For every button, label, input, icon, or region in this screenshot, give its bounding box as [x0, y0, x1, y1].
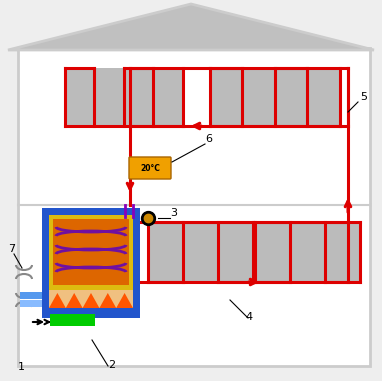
Text: 20°C: 20°C [140, 163, 160, 173]
Text: 1: 1 [18, 362, 25, 372]
Bar [20, 300, 42, 307]
Polygon shape [99, 293, 116, 308]
Text: 4: 4 [245, 312, 252, 322]
Polygon shape [66, 293, 83, 308]
Polygon shape [116, 293, 133, 308]
Text: 6: 6 [205, 134, 212, 144]
Polygon shape [49, 293, 66, 308]
Polygon shape [83, 293, 99, 308]
Bar [50, 314, 95, 326]
Bar [20, 292, 42, 299]
Bar [210, 68, 340, 126]
Bar [49, 290, 133, 308]
Bar [53, 219, 129, 285]
FancyBboxPatch shape [129, 157, 171, 179]
Bar [255, 222, 360, 282]
Text: 2: 2 [108, 360, 115, 370]
Bar [49, 215, 133, 291]
Text: 3: 3 [170, 208, 177, 218]
Bar [18, 48, 370, 366]
Bar [148, 222, 253, 282]
Bar [65, 68, 183, 126]
Text: 7: 7 [8, 244, 15, 254]
Text: 5: 5 [360, 92, 367, 102]
Polygon shape [8, 4, 374, 50]
Bar [42, 208, 140, 318]
